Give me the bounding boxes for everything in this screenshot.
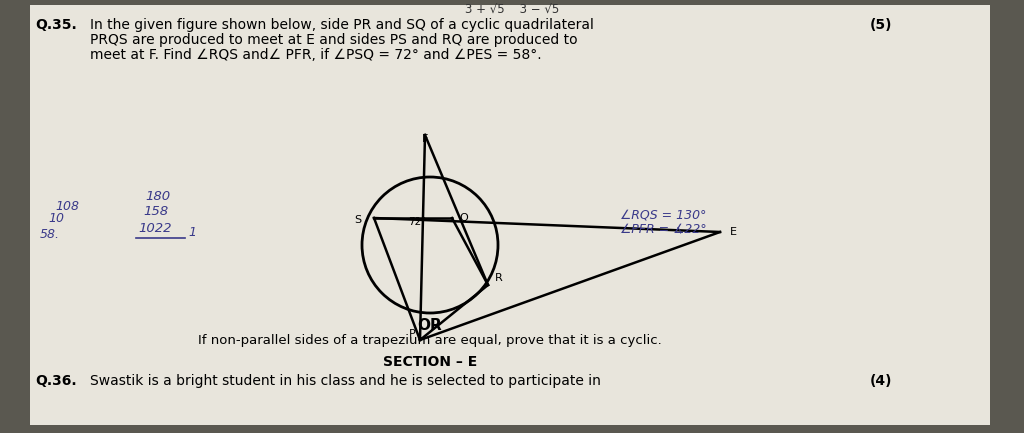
Text: 72°: 72° <box>408 217 427 227</box>
Text: F: F <box>422 134 428 144</box>
Text: 3 + √5    3 − √5: 3 + √5 3 − √5 <box>465 4 559 17</box>
Text: SECTION – E: SECTION – E <box>383 355 477 369</box>
Text: (5): (5) <box>870 18 893 32</box>
Text: 108: 108 <box>55 200 79 213</box>
Text: (4): (4) <box>870 374 893 388</box>
Text: P: P <box>409 329 416 339</box>
Text: 10: 10 <box>48 212 63 225</box>
Text: ∠PFR = ∡22°: ∠PFR = ∡22° <box>620 223 707 236</box>
Text: 180: 180 <box>145 190 170 203</box>
Text: ∠RQS = 130°: ∠RQS = 130° <box>620 208 707 221</box>
Text: 1022: 1022 <box>138 222 171 235</box>
Text: 58.: 58. <box>40 228 60 241</box>
Text: Q: Q <box>459 213 468 223</box>
Text: Q.35.: Q.35. <box>35 18 77 32</box>
Text: Q.36.: Q.36. <box>35 374 77 388</box>
Text: OR: OR <box>418 318 442 333</box>
Text: S: S <box>354 215 361 225</box>
Text: If non-parallel sides of a trapezium are equal, prove that it is a cyclic.: If non-parallel sides of a trapezium are… <box>198 334 662 347</box>
Text: 1: 1 <box>188 226 196 239</box>
Text: R: R <box>495 273 503 283</box>
Text: 158: 158 <box>143 205 168 218</box>
Text: PRQS are produced to meet at E and sides PS and RQ are produced to: PRQS are produced to meet at E and sides… <box>90 33 578 47</box>
Text: In the given figure shown below, side PR and SQ of a cyclic quadrilateral: In the given figure shown below, side PR… <box>90 18 594 32</box>
Text: Swastik is a bright student in his class and he is selected to participate in: Swastik is a bright student in his class… <box>90 374 601 388</box>
Text: E: E <box>730 227 737 237</box>
Text: meet at F. Find ∠RQS and∠ PFR, if ∠PSQ = 72° and ∠PES = 58°.: meet at F. Find ∠RQS and∠ PFR, if ∠PSQ =… <box>90 48 542 62</box>
